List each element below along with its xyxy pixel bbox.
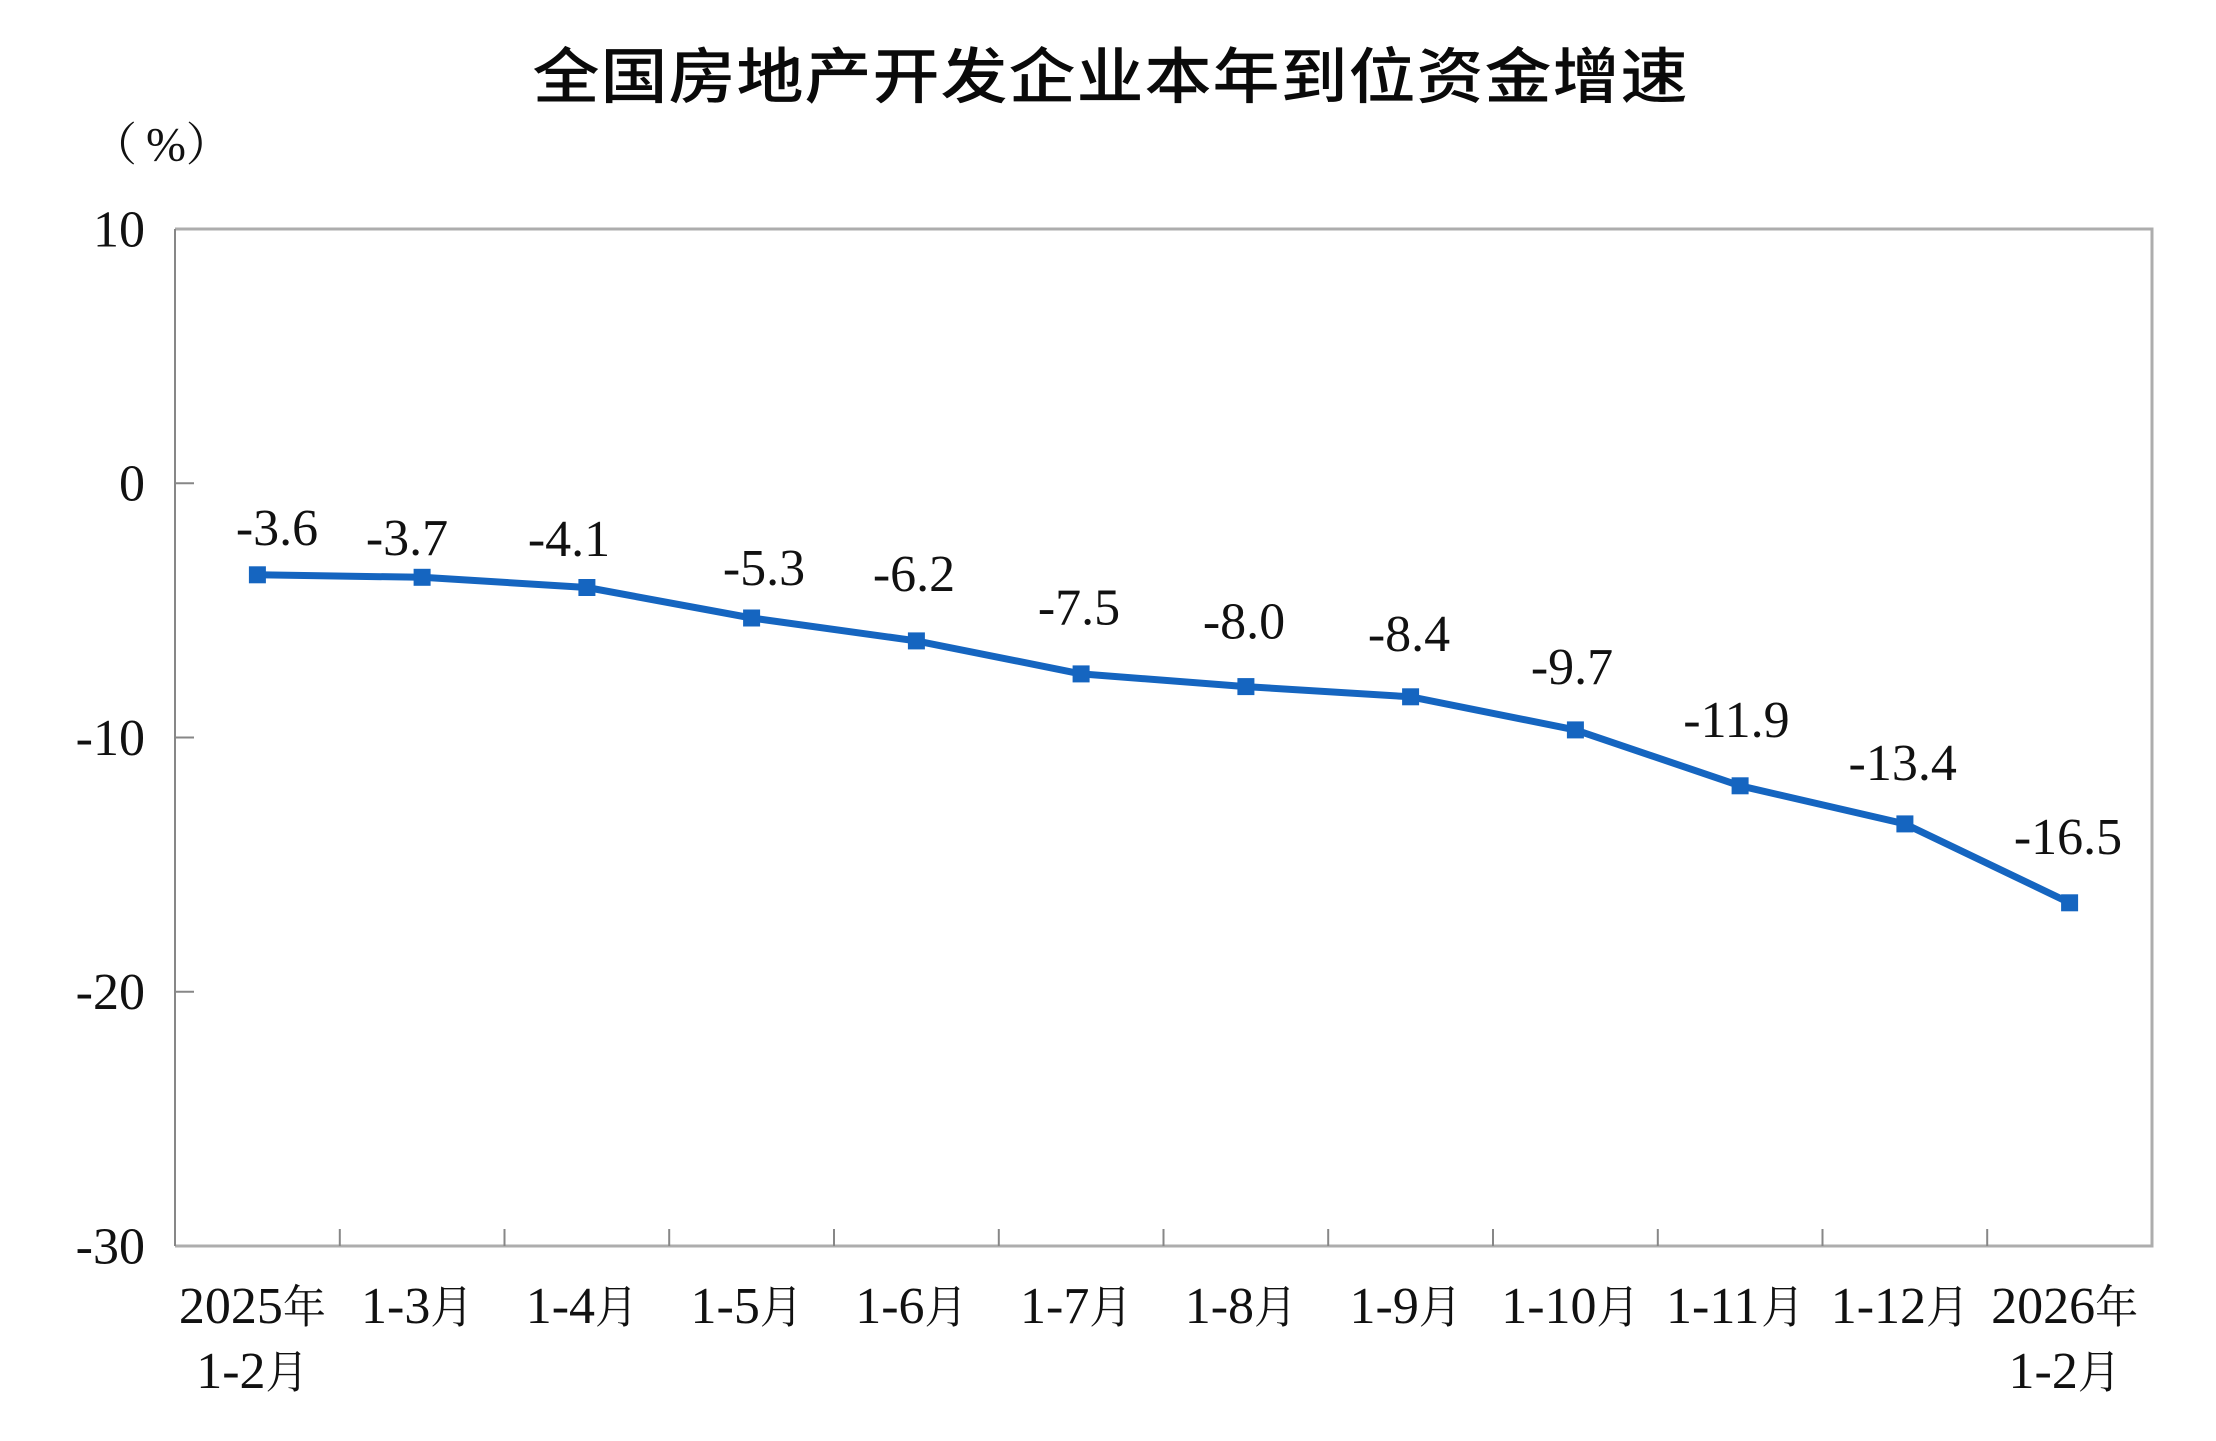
svg-text:1-4: 1-4 bbox=[526, 1278, 595, 1335]
svg-text:-11.9: -11.9 bbox=[1683, 692, 1789, 749]
svg-text:-7.5: -7.5 bbox=[1038, 580, 1120, 637]
svg-text:-3.7: -3.7 bbox=[366, 510, 448, 567]
svg-text:-9.7: -9.7 bbox=[1531, 639, 1613, 696]
svg-text:1-12: 1-12 bbox=[1831, 1278, 1926, 1335]
svg-text:-8.0: -8.0 bbox=[1203, 594, 1285, 651]
svg-text:1-3: 1-3 bbox=[361, 1278, 430, 1335]
svg-text:-5.3: -5.3 bbox=[723, 540, 805, 597]
svg-text:-4.1: -4.1 bbox=[528, 511, 610, 568]
svg-text:1-6: 1-6 bbox=[855, 1278, 924, 1335]
svg-text:0: 0 bbox=[119, 456, 145, 513]
svg-text:10: 10 bbox=[93, 201, 145, 258]
svg-text:-3.6: -3.6 bbox=[236, 500, 318, 557]
svg-text:-10: -10 bbox=[76, 710, 145, 767]
svg-text:-13.4: -13.4 bbox=[1849, 735, 1957, 792]
svg-text:1-11: 1-11 bbox=[1666, 1278, 1759, 1335]
svg-text:1-8: 1-8 bbox=[1185, 1278, 1254, 1335]
svg-text:-8.4: -8.4 bbox=[1368, 606, 1450, 663]
svg-text:1-5: 1-5 bbox=[691, 1278, 760, 1335]
svg-text:-20: -20 bbox=[76, 964, 145, 1021]
svg-text:2026: 2026 bbox=[1991, 1278, 2095, 1335]
svg-text:-30: -30 bbox=[76, 1218, 145, 1275]
svg-text:1-10: 1-10 bbox=[1501, 1278, 1596, 1335]
svg-text:%: % bbox=[146, 119, 186, 172]
svg-text:2025: 2025 bbox=[179, 1278, 283, 1335]
svg-text:-6.2: -6.2 bbox=[873, 546, 955, 603]
svg-text:1-2: 1-2 bbox=[196, 1343, 265, 1400]
svg-text:1-2: 1-2 bbox=[2009, 1343, 2078, 1400]
svg-text:-16.5: -16.5 bbox=[2014, 809, 2122, 866]
svg-text:1-9: 1-9 bbox=[1350, 1278, 1419, 1335]
svg-text:1-7: 1-7 bbox=[1020, 1278, 1089, 1335]
